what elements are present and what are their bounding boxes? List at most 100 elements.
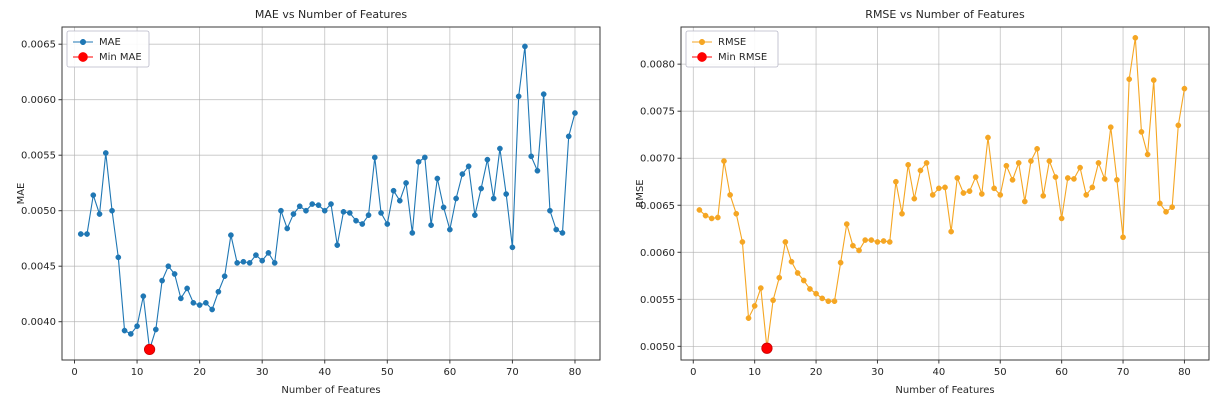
chart-panel-mae: 0 10 20 30 40 50 60 70 80 0.0040 0.0045 0.0050 0.005… (16, 8, 601, 396)
data-point (384, 221, 391, 227)
data-point (415, 159, 422, 165)
data-point (1077, 164, 1083, 171)
data-point (240, 258, 247, 265)
data-point (997, 192, 1004, 198)
data-point (1028, 158, 1034, 164)
data-point (1175, 122, 1182, 129)
data-point (115, 254, 122, 261)
data-point (966, 188, 973, 194)
data-point (102, 150, 109, 156)
data-point (152, 326, 159, 333)
data-point (490, 195, 497, 202)
data-point (985, 134, 991, 141)
data-point (440, 204, 447, 211)
data-point (315, 202, 322, 209)
x-axis: 0 10 20 30 40 50 60 70 80 (71, 360, 581, 378)
y-tick-label-4: 0.0060 (21, 95, 56, 106)
data-point (159, 277, 165, 284)
x-tick-label-4: 40 (318, 367, 331, 378)
chart-panel-rmse: 0 10 20 30 40 50 60 70 80 0.0050 0.0055 0.0060 0.006… (609, 0, 1218, 410)
data-point (1083, 192, 1090, 198)
series-line-rmse (699, 37, 1185, 349)
legend: MAE Min MAE (66, 30, 150, 68)
y-tick-label-4: 0.0070 (640, 154, 675, 165)
data-point (409, 230, 416, 236)
legend: RMSE Min RMSE (685, 30, 779, 68)
plot-background (681, 27, 1209, 360)
legend-swatch-marker-0 (79, 38, 87, 46)
data-point (478, 185, 484, 192)
data-point (328, 201, 334, 207)
data-point (708, 215, 715, 222)
x-tick-label-8: 80 (1178, 367, 1191, 378)
data-point (534, 167, 541, 174)
data-point (807, 286, 813, 292)
data-point (453, 195, 459, 202)
y-tick-label-0: 0.0040 (21, 317, 56, 328)
y-tick-label-6: 0.0080 (640, 60, 675, 71)
data-point (991, 185, 997, 192)
x-tick-label-8: 80 (569, 367, 582, 378)
y-tick-label-1: 0.0055 (640, 295, 675, 306)
data-point (246, 260, 253, 266)
y-tick-label-1: 0.0045 (21, 262, 56, 273)
data-point (868, 237, 875, 243)
data-point (831, 298, 838, 305)
y-tick-label-0: 0.0050 (640, 342, 675, 353)
data-point (296, 203, 303, 210)
data-point (1021, 198, 1028, 205)
data-point (290, 211, 297, 217)
data-point (911, 195, 918, 202)
data-point (1095, 160, 1102, 166)
data-point (572, 110, 578, 116)
y-axis: 0.0040 0.0045 0.0050 0.0055 0.0060 0.0065 (21, 40, 62, 328)
axes-spines (61, 26, 601, 361)
x-tick-label-7: 70 (506, 367, 519, 378)
data-point (1046, 158, 1053, 164)
data-point (353, 217, 359, 224)
data-point (936, 185, 942, 192)
x-tick-label-5: 50 (994, 367, 1007, 378)
legend-label-1: Min MAE (99, 52, 142, 63)
data-point (271, 260, 278, 266)
legend-label-1: Min RMSE (718, 52, 767, 63)
data-point (359, 221, 366, 227)
data-point (428, 222, 434, 228)
data-point (121, 327, 128, 334)
data-point (813, 290, 819, 297)
legend-label-0: MAE (99, 37, 121, 48)
x-axis-label: Number of Features (895, 385, 994, 396)
data-point (390, 187, 397, 194)
data-point (850, 242, 856, 249)
data-point (739, 239, 746, 245)
data-point (346, 210, 353, 216)
data-point (714, 214, 721, 221)
x-tick-label-6: 60 (1055, 367, 1068, 378)
chart-title: MAE vs Number of Features (255, 8, 408, 21)
min-marker (143, 343, 156, 356)
data-point (862, 237, 869, 243)
data-point (1058, 215, 1065, 222)
legend-background (685, 30, 779, 68)
data-point (1181, 85, 1188, 92)
data-point (228, 232, 234, 238)
data-point (696, 207, 703, 213)
data-point (960, 190, 967, 196)
data-point (757, 285, 764, 291)
x-tick-label-5: 50 (381, 367, 394, 378)
data-point (209, 306, 215, 313)
data-point (776, 274, 783, 281)
data-point (303, 207, 309, 214)
data-point (396, 197, 403, 204)
data-point (1120, 234, 1126, 241)
data-point (1157, 200, 1163, 207)
data-point (234, 260, 241, 266)
data-point (751, 303, 758, 309)
data-point (184, 285, 190, 292)
data-point (284, 225, 291, 232)
x-axis: 0 10 20 30 40 50 60 70 80 (690, 360, 1191, 378)
data-point (1009, 177, 1016, 183)
data-point (825, 298, 832, 305)
data-point (253, 252, 259, 258)
